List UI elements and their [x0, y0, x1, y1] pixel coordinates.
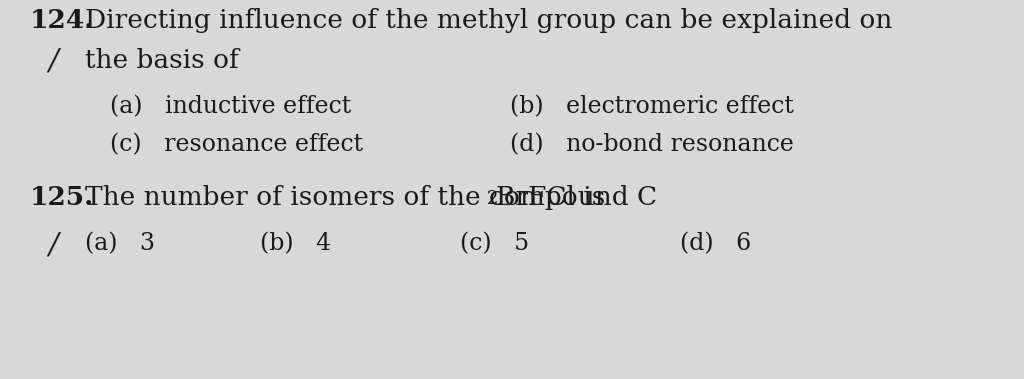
Text: (d)   6: (d) 6: [680, 232, 752, 255]
Text: (c)   resonance effect: (c) resonance effect: [110, 133, 364, 156]
Text: (d)   no-bond resonance: (d) no-bond resonance: [510, 133, 794, 156]
Text: (a)   inductive effect: (a) inductive effect: [110, 95, 351, 118]
Text: /: /: [48, 232, 58, 260]
Text: the basis of: the basis of: [85, 48, 239, 73]
Text: (a)   3: (a) 3: [85, 232, 155, 255]
Text: Directing influence of the methyl group can be explained on: Directing influence of the methyl group …: [85, 8, 892, 33]
Text: (c)   5: (c) 5: [460, 232, 529, 255]
Text: 2: 2: [486, 190, 498, 208]
Text: (b)   electromeric effect: (b) electromeric effect: [510, 95, 794, 118]
Text: The number of isomers of the compound C: The number of isomers of the compound C: [85, 185, 657, 210]
Text: 124.: 124.: [30, 8, 94, 33]
Text: /: /: [48, 48, 58, 76]
Text: 125.: 125.: [30, 185, 94, 210]
Text: BrFCl is: BrFCl is: [496, 185, 605, 210]
Text: (b)   4: (b) 4: [260, 232, 331, 255]
